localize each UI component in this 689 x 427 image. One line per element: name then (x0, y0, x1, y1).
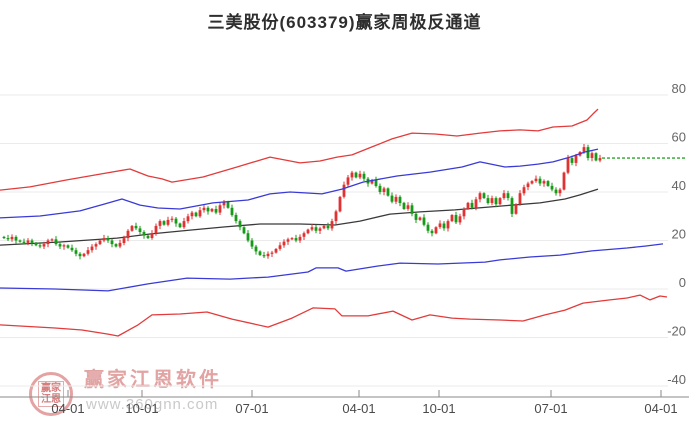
channel-lines-lower (0, 188, 668, 337)
y-axis-label: -40 (667, 372, 686, 387)
channel-lines-upper (0, 108, 599, 219)
y-axis-label: -20 (667, 324, 686, 339)
y-gridlines: 80 60 40 20 0 -20 -40 (0, 81, 686, 387)
x-axis-label: 04-01 (342, 401, 375, 416)
y-axis-label: 40 (672, 178, 686, 193)
x-axis-label: 10-01 (422, 401, 455, 416)
x-axis-label: 04-01 (51, 401, 84, 416)
candles (2, 144, 602, 260)
y-axis-label: 80 (672, 81, 686, 96)
y-axis-label: 20 (672, 227, 686, 242)
chart-title: 三美股份(603379)赢家周极反通道 (207, 13, 482, 32)
upper-blue (0, 148, 599, 219)
upper-rail-red (0, 108, 599, 191)
x-axis-label: 07-01 (534, 401, 567, 416)
seal-text-bottom: 江恩 (41, 394, 61, 405)
lower-blue (0, 243, 664, 292)
x-axis: 04-01 10-01 07-01 04-01 10-01 07-01 04-01 (0, 390, 689, 416)
watermark-url: www.360gnn.com (86, 396, 219, 413)
x-axis-label: 10-01 (125, 401, 158, 416)
lower-rail-red (0, 294, 668, 337)
watermark-seal-logo: 赢家 江恩 (29, 372, 73, 416)
y-axis-label: 0 (679, 275, 686, 290)
x-axis-label: 04-01 (644, 401, 677, 416)
y-axis-label: 60 (672, 130, 686, 145)
seal-text-top: 赢家 (41, 383, 61, 394)
x-axis-label: 07-01 (235, 401, 268, 416)
